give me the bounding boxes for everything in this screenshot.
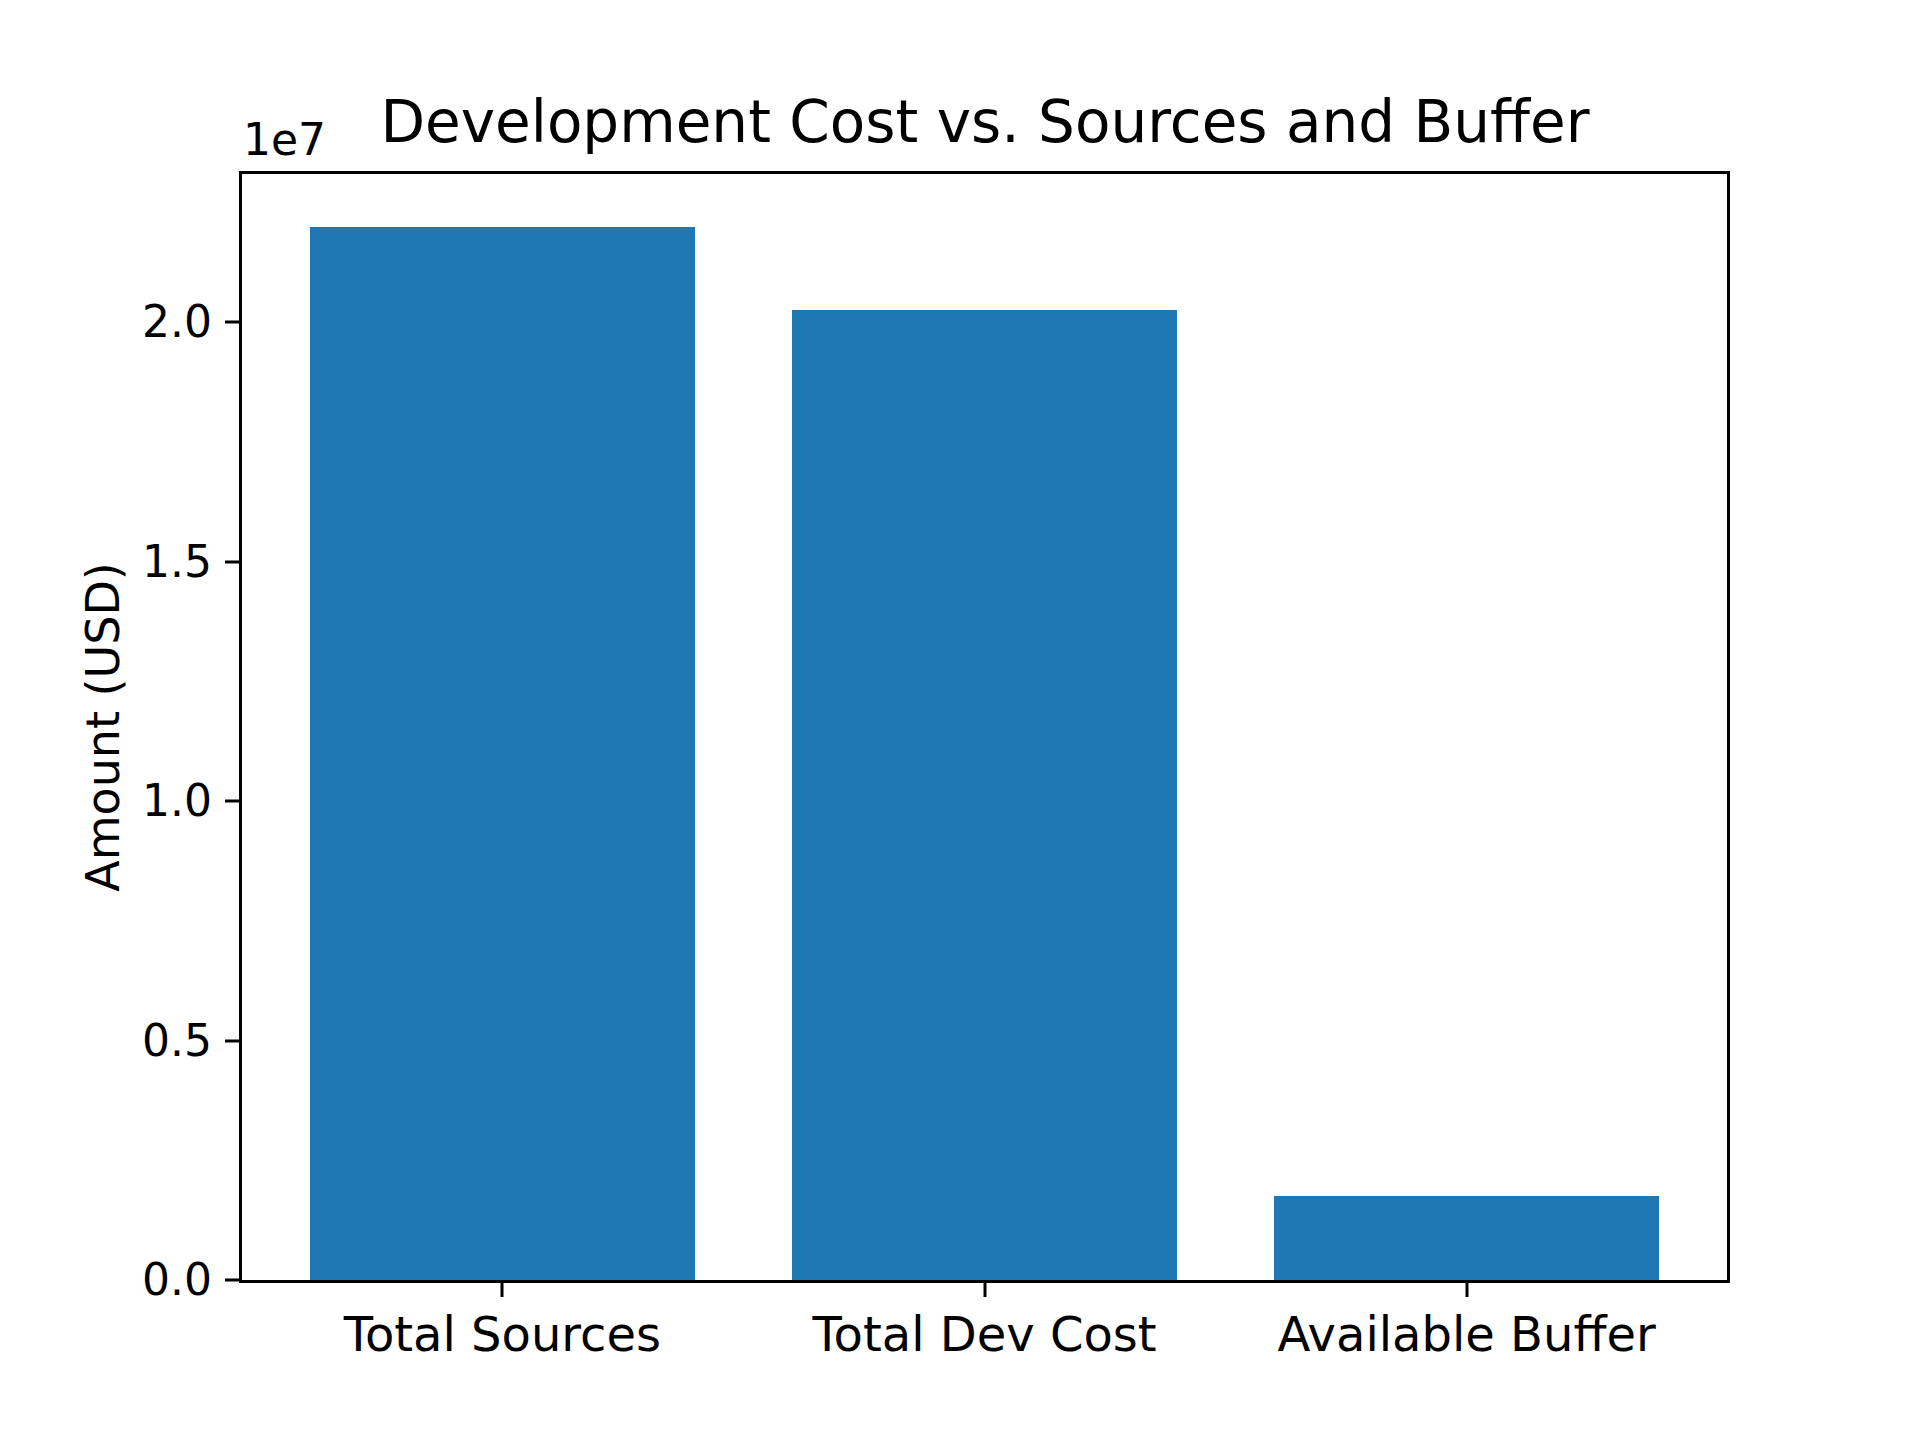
bar-total-sources — [310, 227, 696, 1280]
bar-total-dev-cost — [792, 310, 1178, 1280]
y-tick-label: 0.5 — [142, 1019, 212, 1063]
x-tick-label: Total Sources — [344, 1310, 661, 1358]
y-tick-label: 1.5 — [142, 540, 212, 584]
plot-area: 0.00.51.01.52.0 Total SourcesTotal Dev C… — [239, 171, 1730, 1283]
y-tick-mark — [225, 1039, 242, 1042]
x-tick-mark — [501, 1280, 504, 1297]
y-tick-mark — [225, 800, 242, 803]
y-tick-label: 2.0 — [142, 300, 212, 344]
x-tick-mark — [983, 1280, 986, 1297]
chart-title: Development Cost vs. Sources and Buffer — [240, 92, 1730, 153]
x-tick-label: Total Dev Cost — [812, 1310, 1156, 1358]
y-tick-mark — [225, 560, 242, 563]
figure: Development Cost vs. Sources and Buffer … — [0, 0, 1920, 1440]
y-tick-label: 1.0 — [142, 779, 212, 823]
x-tick-mark — [1465, 1280, 1468, 1297]
y-tick-mark — [225, 1279, 242, 1282]
y-tick-mark — [225, 321, 242, 324]
y-axis-label: Amount (USD) — [80, 562, 126, 892]
bar-available-buffer — [1274, 1196, 1660, 1280]
x-tick-label: Available Buffer — [1278, 1310, 1656, 1358]
y-tick-label: 0.0 — [142, 1258, 212, 1302]
y-axis-offset-text: 1e7 — [243, 118, 326, 162]
